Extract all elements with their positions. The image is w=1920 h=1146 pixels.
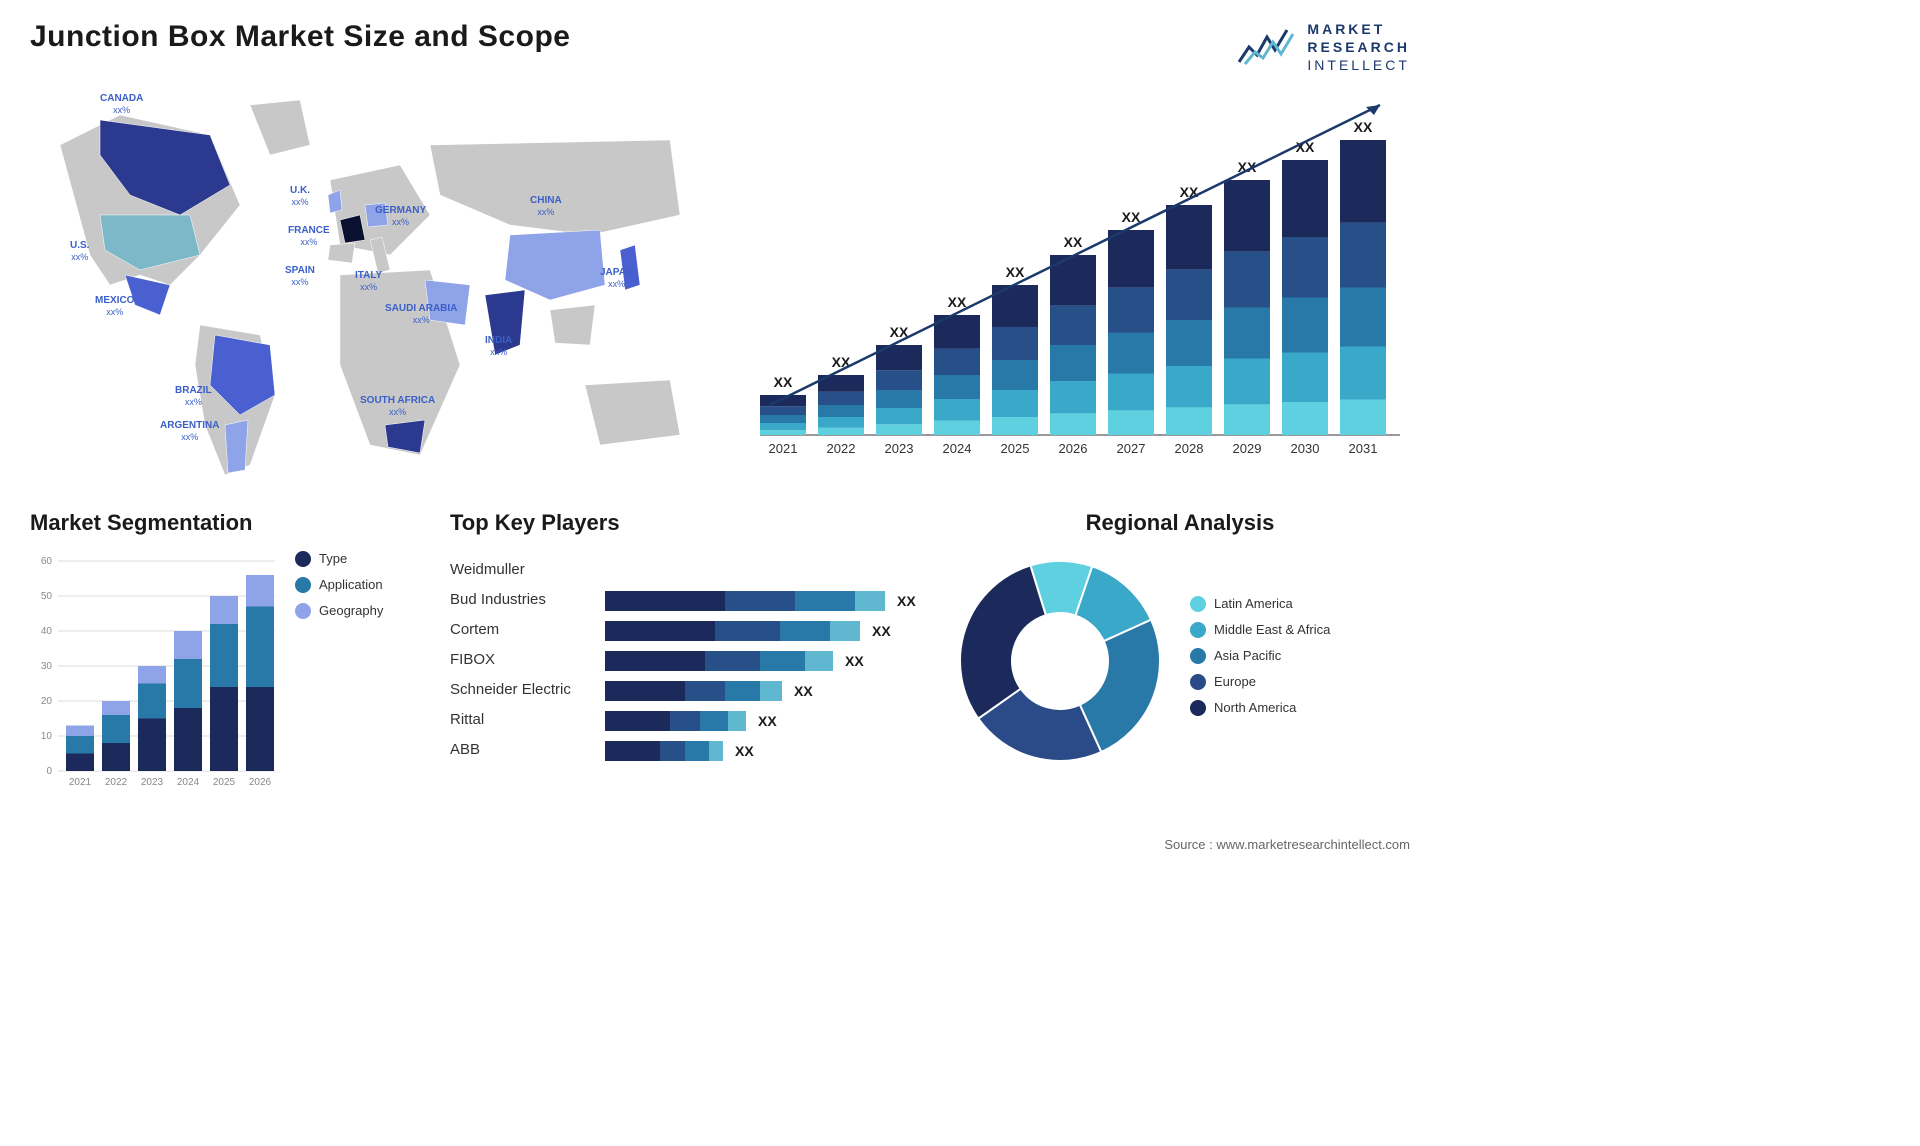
growth-bar-chart: XX2021XX2022XX2023XX2024XX2025XX2026XX20… xyxy=(750,85,1410,485)
svg-text:XX: XX xyxy=(774,374,793,390)
svg-text:2031: 2031 xyxy=(1349,441,1378,456)
svg-text:2021: 2021 xyxy=(69,777,92,788)
svg-text:10: 10 xyxy=(41,731,53,742)
region-legend-north-america: North America xyxy=(1190,700,1330,716)
regional-donut-chart xyxy=(950,551,1170,771)
svg-text:2024: 2024 xyxy=(943,441,972,456)
logo-line2: RESEARCH xyxy=(1307,38,1410,56)
svg-text:50: 50 xyxy=(41,591,53,602)
svg-text:2029: 2029 xyxy=(1233,441,1262,456)
svg-text:60: 60 xyxy=(41,556,53,567)
player-schneider-electric: Schneider Electric xyxy=(450,681,571,698)
map-label-canada: CANADAxx% xyxy=(100,93,143,117)
brand-logo: MARKET RESEARCH INTELLECT xyxy=(1237,20,1410,75)
map-label-spain: SPAINxx% xyxy=(285,265,315,289)
map-label-japan: JAPANxx% xyxy=(600,267,633,291)
map-label-mexico: MEXICOxx% xyxy=(95,295,134,319)
map-label-india: INDIAxx% xyxy=(485,335,512,359)
players-chart: Weidmuller Bud Industries XX Cortem XX FIBOX X… xyxy=(450,551,920,791)
map-label-brazil: BRAZILxx% xyxy=(175,385,212,409)
svg-text:2023: 2023 xyxy=(885,441,914,456)
svg-text:2022: 2022 xyxy=(827,441,856,456)
svg-text:0: 0 xyxy=(46,766,52,777)
svg-text:2027: 2027 xyxy=(1117,441,1146,456)
region-legend-latin-america: Latin America xyxy=(1190,596,1330,612)
player-fibox: FIBOX xyxy=(450,651,495,668)
svg-text:XX: XX xyxy=(872,623,891,639)
player-cortem: Cortem xyxy=(450,621,499,638)
logo-line1: MARKET xyxy=(1307,20,1410,38)
player-rittal: Rittal xyxy=(450,711,484,728)
svg-text:2025: 2025 xyxy=(1001,441,1030,456)
svg-text:30: 30 xyxy=(41,661,53,672)
seg-legend-application: Application xyxy=(295,577,383,593)
svg-text:2026: 2026 xyxy=(249,777,272,788)
svg-text:XX: XX xyxy=(758,713,777,729)
svg-text:XX: XX xyxy=(845,653,864,669)
svg-text:40: 40 xyxy=(41,626,53,637)
source-attribution: Source : www.marketresearchintellect.com xyxy=(1164,837,1410,852)
map-label-china: CHINAxx% xyxy=(530,195,562,219)
svg-text:2030: 2030 xyxy=(1291,441,1320,456)
region-legend-europe: Europe xyxy=(1190,674,1330,690)
map-label-argentina: ARGENTINAxx% xyxy=(160,420,219,444)
segmentation-chart: 0 10 20 30 40 50 60 2021 2022 2023 2024 2025 2026 xyxy=(30,551,280,791)
segmentation-title: Market Segmentation xyxy=(30,510,430,536)
svg-text:2024: 2024 xyxy=(177,777,200,788)
map-label-south-africa: SOUTH AFRICAxx% xyxy=(360,395,435,419)
player-bud-industries: Bud Industries xyxy=(450,591,546,608)
svg-text:2021: 2021 xyxy=(769,441,798,456)
world-map-panel: CANADAxx% U.S.xx% MEXICOxx% BRAZILxx% ARGENT… xyxy=(30,85,720,485)
svg-text:XX: XX xyxy=(794,683,813,699)
svg-text:2026: 2026 xyxy=(1059,441,1088,456)
map-label-saudi-arabia: SAUDI ARABIAxx% xyxy=(385,303,457,327)
svg-text:2022: 2022 xyxy=(105,777,128,788)
map-label-u.k.: U.K.xx% xyxy=(290,185,310,209)
svg-text:20: 20 xyxy=(41,696,53,707)
svg-text:2023: 2023 xyxy=(141,777,164,788)
seg-legend-geography: Geography xyxy=(295,603,383,619)
svg-text:XX: XX xyxy=(1006,264,1025,280)
map-label-germany: GERMANYxx% xyxy=(375,205,426,229)
player-weidmuller: Weidmuller xyxy=(450,561,525,578)
page-title: Junction Box Market Size and Scope xyxy=(30,20,570,54)
svg-text:XX: XX xyxy=(948,294,967,310)
segmentation-legend: Type Application Geography xyxy=(295,551,383,791)
map-label-france: FRANCExx% xyxy=(288,225,330,249)
regional-title: Regional Analysis xyxy=(950,510,1410,536)
region-legend-asia-pacific: Asia Pacific xyxy=(1190,648,1330,664)
regional-legend: Latin America Middle East & Africa Asia Pa… xyxy=(1190,596,1330,726)
players-title: Top Key Players xyxy=(450,510,930,536)
svg-text:XX: XX xyxy=(735,743,754,759)
growth-chart-panel: XX2021XX2022XX2023XX2024XX2025XX2026XX20… xyxy=(750,85,1410,485)
svg-text:XX: XX xyxy=(897,593,916,609)
svg-text:2025: 2025 xyxy=(213,777,236,788)
svg-text:2028: 2028 xyxy=(1175,441,1204,456)
region-legend-middle-east-africa: Middle East & Africa xyxy=(1190,622,1330,638)
svg-text:XX: XX xyxy=(1064,234,1083,250)
logo-line3: INTELLECT xyxy=(1307,56,1410,74)
svg-text:XX: XX xyxy=(1354,119,1373,135)
player-abb: ABB xyxy=(450,741,480,758)
map-label-u.s.: U.S.xx% xyxy=(70,240,89,264)
map-label-italy: ITALYxx% xyxy=(355,270,382,294)
seg-legend-type: Type xyxy=(295,551,383,567)
